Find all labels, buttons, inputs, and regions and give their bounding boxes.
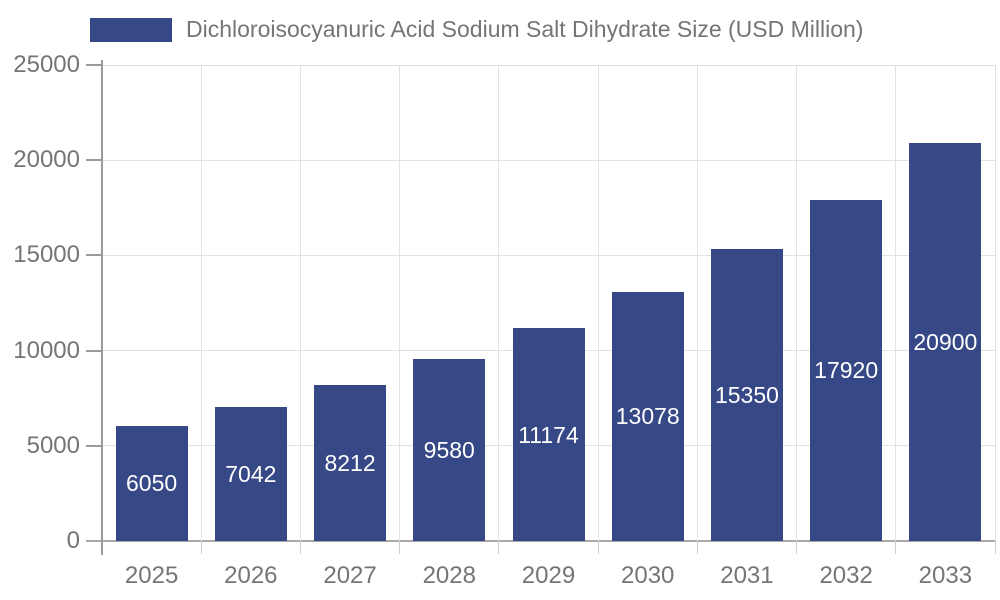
y-axis-tick [86,444,102,447]
x-axis-tick-label: 2025 [124,562,179,589]
x-gridline [994,65,996,541]
x-gridline [200,65,202,541]
x-axis-tick-label: 2030 [621,562,675,589]
y-gridline [102,254,995,256]
x-axis-tick [895,541,897,554]
bar-value-label: 15350 [714,381,779,408]
x-axis-tick-label: 2031 [720,562,774,589]
bar-value-label: 6050 [126,470,178,497]
x-axis-tick [399,541,401,554]
bar-2028[interactable] [413,358,486,541]
x-axis-line [86,540,995,542]
bar-2029[interactable] [512,328,585,541]
x-axis-tick [696,541,698,554]
bar-value-label: 7042 [225,460,277,487]
x-axis-tick [597,541,599,554]
y-axis-tick-label: 0 [66,527,80,554]
bar-value-label: 17920 [814,357,879,384]
y-axis-tick-label: 10000 [13,336,80,364]
y-axis-tick [86,159,102,162]
bar-2025[interactable] [115,425,188,541]
y-axis-tick-label: 5000 [26,431,80,459]
x-axis-tick-label: 2033 [918,562,973,589]
y-axis-tick [86,349,102,352]
x-gridline [895,65,897,541]
x-gridline [399,65,401,541]
legend-swatch-icon [90,17,172,42]
bar-value-label: 13078 [615,403,680,430]
x-axis-tick [498,541,500,554]
bar-2031[interactable] [710,248,783,541]
x-axis-tick-label: 2026 [224,562,278,589]
bar-value-label: 20900 [913,329,978,356]
y-axis-tick [86,254,102,257]
x-axis-tick [299,541,301,554]
x-gridline [696,65,698,541]
x-gridline [796,65,798,541]
x-gridline [498,65,500,541]
x-axis-tick-label: 2029 [521,562,576,589]
bar-2027[interactable] [314,384,387,541]
y-gridline [102,64,995,66]
x-axis-tick [200,541,202,554]
y-axis-line [101,60,103,555]
x-axis-tick-label: 2032 [819,562,873,589]
bar-value-label: 9580 [423,436,475,463]
bar-2026[interactable] [214,406,287,541]
y-axis-tick [86,64,102,66]
bar-value-label: 11174 [518,421,579,448]
legend-label: Dichloroisocyanuric Acid Sodium Salt Dih… [186,16,864,42]
y-axis-tick-label: 25000 [13,51,80,78]
y-axis-tick-label: 15000 [13,241,80,269]
bar-value-label: 8212 [324,449,376,476]
legend-item[interactable]: Dichloroisocyanuric Acid Sodium Salt Dih… [90,16,863,43]
x-axis-tick [796,541,798,554]
y-axis-tick-label: 20000 [13,146,80,174]
bar-2030[interactable] [611,291,684,541]
x-axis-tick-label: 2027 [323,562,377,589]
y-gridline [102,159,995,161]
x-gridline [299,65,301,541]
x-gridline [597,65,599,541]
bar-2032[interactable] [810,199,883,541]
x-axis-tick [994,541,996,554]
x-axis-tick-label: 2028 [422,562,476,589]
bar-2033[interactable] [909,143,982,541]
